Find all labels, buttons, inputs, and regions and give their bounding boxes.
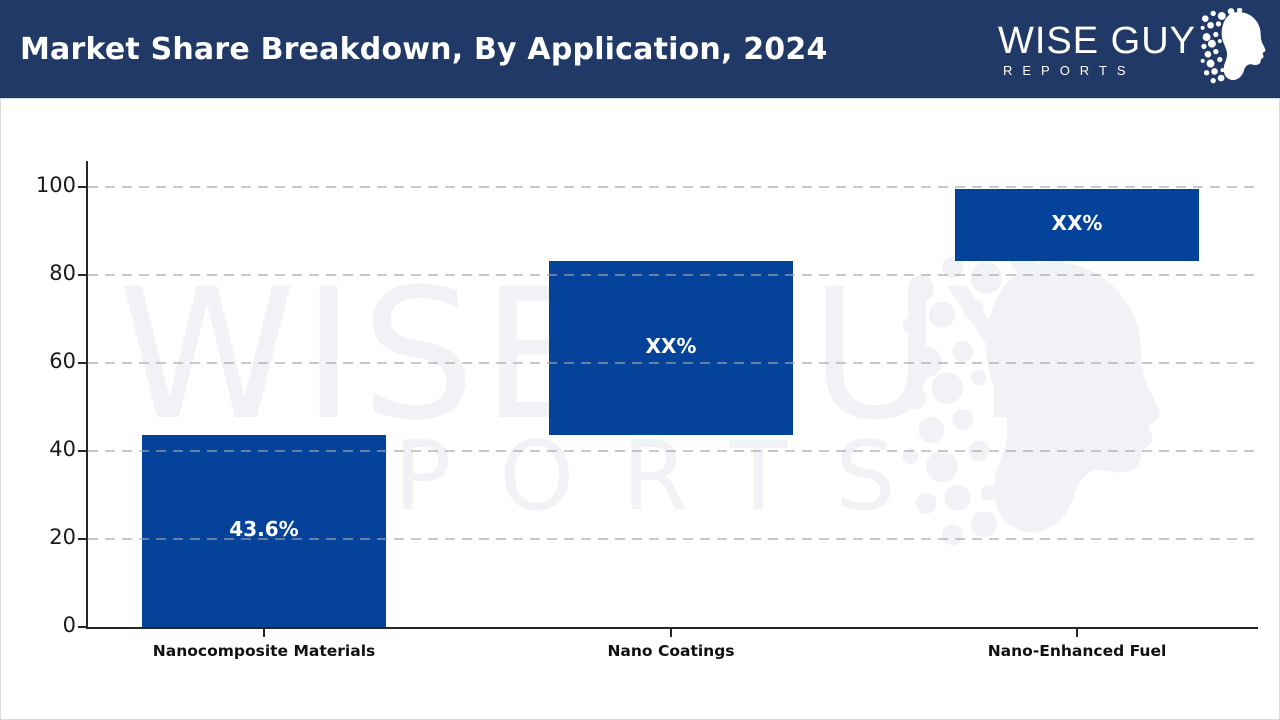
x-tick-mark	[670, 629, 672, 637]
y-tick-label: 20	[49, 525, 76, 549]
y-tick-mark	[78, 186, 86, 188]
logo-subtitle: REPORTS	[1002, 62, 1136, 78]
bar-segment	[549, 260, 793, 436]
y-tick-label: 40	[49, 437, 76, 461]
y-tick-mark	[78, 362, 86, 364]
y-tick-mark	[78, 538, 86, 540]
y-tick-mark	[78, 274, 86, 276]
logo-wordmark: WISE GUY	[997, 19, 1196, 62]
y-tick-mark	[78, 626, 86, 628]
y-axis-line	[86, 161, 88, 629]
x-category-label: Nano Coatings	[607, 642, 735, 660]
header-banner: Market Share Breakdown, By Application, …	[0, 0, 1280, 98]
x-tick-mark	[1076, 629, 1078, 637]
x-tick-mark	[263, 629, 265, 637]
x-category-label: Nano-Enhanced Fuel	[987, 642, 1167, 660]
bar-segment	[955, 189, 1199, 261]
chart-title: Market Share Breakdown, By Application, …	[20, 31, 828, 67]
logo-head-icon	[1200, 8, 1266, 90]
y-tick-label: 80	[49, 261, 76, 285]
x-category-label: Nanocomposite Materials	[152, 642, 376, 660]
y-tick-mark	[78, 450, 86, 452]
bar-value-label: XX%	[1051, 211, 1103, 236]
chart-canvas: WISE GUY REPORTS 43.6% XX% XX% 0 20 40 60 80 100…	[0, 98, 1280, 720]
y-tick-label: 100	[35, 173, 76, 197]
x-axis-line	[86, 627, 1258, 629]
watermark-head-icon	[900, 246, 1162, 572]
gridline	[88, 186, 1258, 188]
gridline	[88, 450, 1258, 452]
y-tick-label: 0	[62, 613, 76, 637]
wise-guy-reports-logo: WISE GUY REPORTS	[998, 0, 1266, 98]
bar-value-label: 43.6%	[229, 517, 299, 542]
gridline	[88, 538, 1258, 540]
bar-value-label: XX%	[645, 334, 697, 359]
gridline	[88, 274, 1258, 276]
bar-segment	[142, 435, 386, 627]
y-tick-label: 60	[49, 349, 76, 373]
logo-text: WISE GUY REPORTS	[998, 22, 1196, 77]
gridline	[88, 362, 1258, 364]
